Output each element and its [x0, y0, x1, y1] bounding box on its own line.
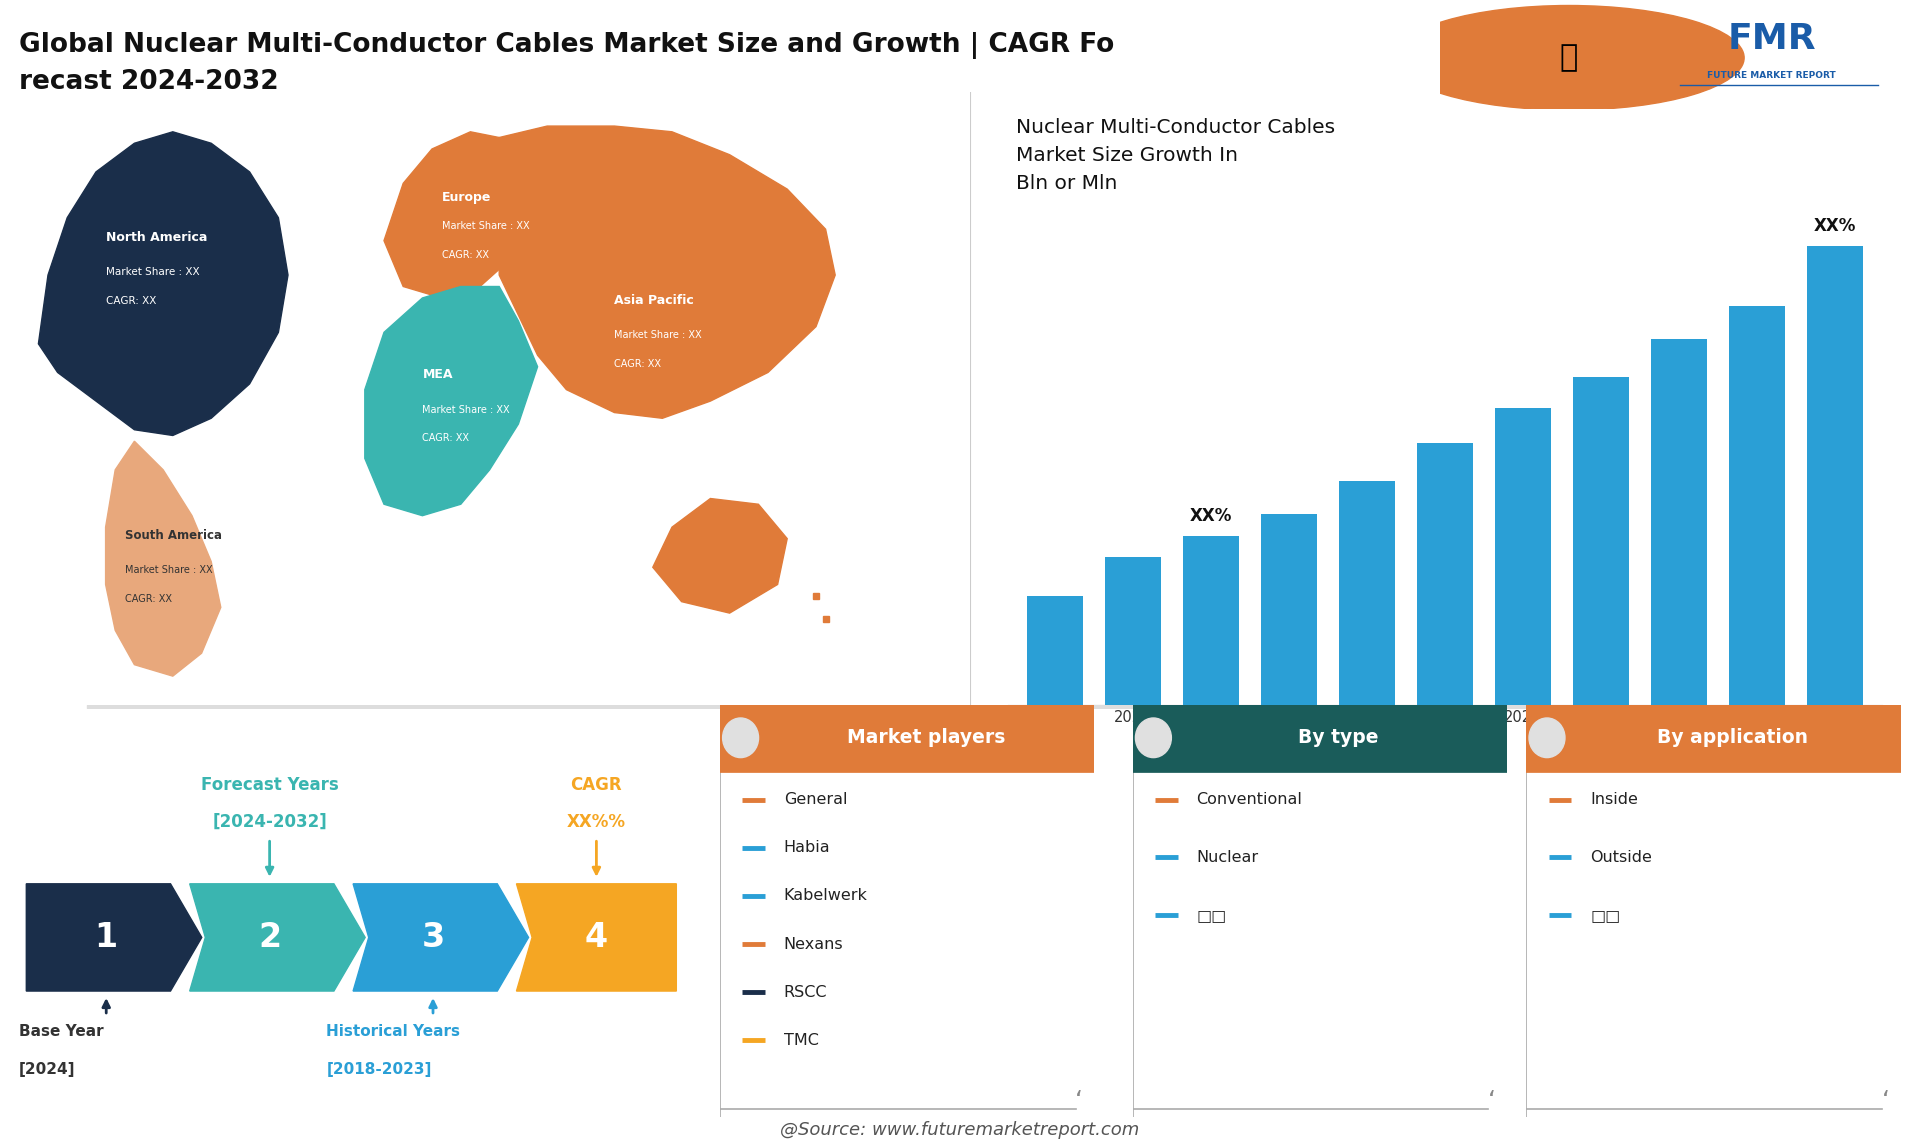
Text: FUTURE MARKET REPORT: FUTURE MARKET REPORT: [1707, 71, 1836, 80]
Text: [2024-2032]: [2024-2032]: [213, 813, 326, 831]
Text: Market Share : XX: Market Share : XX: [125, 565, 213, 575]
Bar: [1261, 513, 1317, 705]
Text: CAGR: XX: CAGR: XX: [442, 250, 488, 260]
Text: CAGR: XX: CAGR: XX: [125, 594, 171, 604]
Text: 4: 4: [586, 921, 609, 953]
Text: Inside: Inside: [1590, 792, 1638, 807]
Text: @Source: www.futuremarketreport.com: @Source: www.futuremarketreport.com: [780, 1121, 1140, 1139]
Text: XX%%: XX%%: [566, 813, 626, 831]
Bar: [1651, 339, 1707, 705]
Text: Asia Pacific: Asia Pacific: [614, 293, 695, 307]
Text: FMR: FMR: [1728, 22, 1816, 55]
Bar: [1728, 306, 1786, 705]
Bar: [1807, 246, 1862, 705]
Bar: [1338, 481, 1394, 705]
Text: □□: □□: [1196, 908, 1227, 923]
Text: Market Share : XX: Market Share : XX: [614, 330, 703, 340]
Text: 1: 1: [94, 921, 117, 953]
Text: ʻ: ʻ: [1882, 1089, 1889, 1113]
Polygon shape: [27, 884, 202, 991]
Text: Nuclear Multi-Conductor Cables
Market Size Growth In
Bln or Mln: Nuclear Multi-Conductor Cables Market Si…: [1016, 118, 1334, 193]
Text: 3: 3: [420, 921, 445, 953]
Polygon shape: [384, 132, 538, 298]
Text: XX%: XX%: [1190, 507, 1233, 525]
Text: 🔫: 🔫: [1559, 44, 1578, 72]
Polygon shape: [365, 286, 538, 516]
Text: ʻ: ʻ: [1075, 1089, 1083, 1113]
FancyBboxPatch shape: [712, 702, 1102, 772]
Text: 2: 2: [257, 921, 280, 953]
Text: Nexans: Nexans: [783, 936, 843, 951]
Text: Global Nuclear Multi-Conductor Cables Market Size and Growth | CAGR Fo
recast 20: Global Nuclear Multi-Conductor Cables Ma…: [19, 32, 1114, 94]
Text: Market players: Market players: [847, 729, 1004, 747]
Circle shape: [1528, 719, 1565, 758]
Bar: [1494, 408, 1551, 705]
Text: MEA: MEA: [422, 368, 453, 382]
Polygon shape: [653, 499, 787, 613]
Bar: [1572, 377, 1628, 705]
Text: CAGR: XX: CAGR: XX: [106, 296, 156, 306]
Text: Habia: Habia: [783, 840, 829, 855]
Text: Outside: Outside: [1590, 850, 1651, 865]
Text: North America: North America: [106, 230, 207, 244]
Text: □□: □□: [1590, 908, 1620, 923]
Text: General: General: [783, 792, 847, 807]
Polygon shape: [499, 126, 835, 418]
Polygon shape: [38, 132, 288, 435]
Text: Kabelwerk: Kabelwerk: [783, 888, 868, 903]
Text: CAGR: XX: CAGR: XX: [614, 359, 660, 369]
Text: CAGR: XX: CAGR: XX: [422, 433, 468, 444]
Polygon shape: [353, 884, 528, 991]
Text: RSCC: RSCC: [783, 984, 828, 999]
Polygon shape: [516, 884, 676, 991]
Bar: [1183, 535, 1238, 705]
Text: [2018-2023]: [2018-2023]: [326, 1061, 432, 1076]
Text: TMC: TMC: [783, 1033, 818, 1047]
Text: Base Year: Base Year: [19, 1025, 104, 1039]
Text: Market Share : XX: Market Share : XX: [106, 267, 200, 277]
Text: Historical Years: Historical Years: [326, 1025, 461, 1039]
Text: Forecast Years: Forecast Years: [202, 776, 338, 794]
FancyBboxPatch shape: [1125, 702, 1515, 772]
Text: By type: By type: [1298, 729, 1379, 747]
Circle shape: [1394, 6, 1743, 110]
Text: Conventional: Conventional: [1196, 792, 1302, 807]
Text: [2024]: [2024]: [19, 1061, 75, 1076]
Text: ʻ: ʻ: [1488, 1089, 1496, 1113]
Text: By application: By application: [1657, 729, 1809, 747]
Text: Europe: Europe: [442, 190, 492, 204]
Polygon shape: [190, 884, 365, 991]
Text: Market Share : XX: Market Share : XX: [422, 405, 511, 415]
Text: South America: South America: [125, 528, 223, 542]
Circle shape: [722, 719, 758, 758]
FancyBboxPatch shape: [1519, 702, 1908, 772]
Bar: [1027, 596, 1083, 705]
Circle shape: [1135, 719, 1171, 758]
Bar: [1104, 557, 1162, 705]
Text: XX%: XX%: [1814, 218, 1857, 235]
Text: CAGR: CAGR: [570, 776, 622, 794]
Text: Nuclear: Nuclear: [1196, 850, 1260, 865]
Polygon shape: [106, 441, 221, 676]
Text: Market Share : XX: Market Share : XX: [442, 221, 530, 231]
Bar: [1417, 442, 1473, 705]
